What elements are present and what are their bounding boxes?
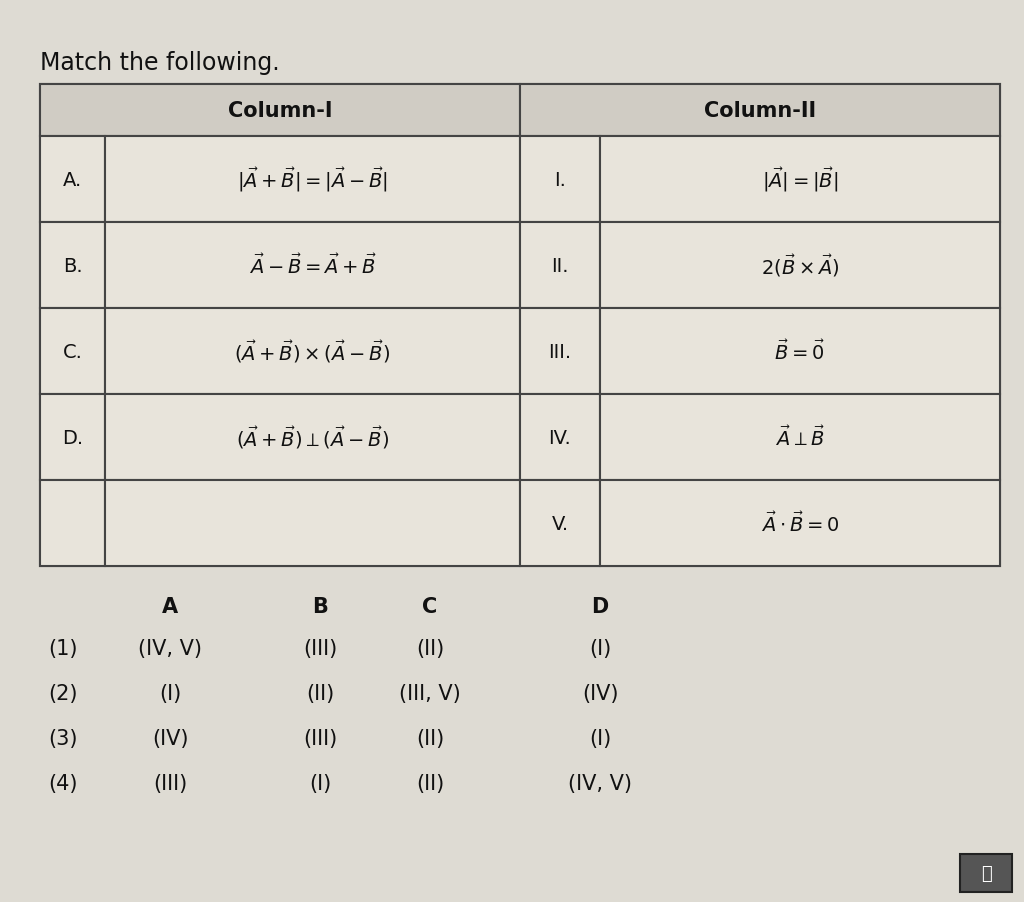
Bar xyxy=(520,394,600,481)
Bar xyxy=(40,481,105,566)
Text: (4): (4) xyxy=(48,773,78,793)
Text: II.: II. xyxy=(551,256,568,275)
Text: (I): (I) xyxy=(309,773,331,793)
Bar xyxy=(961,854,1012,892)
Text: A.: A. xyxy=(62,170,82,189)
Text: (III): (III) xyxy=(153,773,187,793)
Text: (III): (III) xyxy=(303,728,337,748)
Text: (I): (I) xyxy=(159,683,181,704)
Text: ⤢: ⤢ xyxy=(981,864,991,882)
Text: (IV, V): (IV, V) xyxy=(138,639,202,658)
Text: $\vec{A}\perp\vec{B}$: $\vec{A}\perp\vec{B}$ xyxy=(775,426,825,449)
Text: IV.: IV. xyxy=(549,428,571,447)
Text: V.: V. xyxy=(552,514,568,533)
Bar xyxy=(600,223,1000,308)
Text: I.: I. xyxy=(554,170,566,189)
Bar xyxy=(520,137,600,223)
Text: $|\vec{A}+\vec{B}|=|\vec{A}-\vec{B}|$: $|\vec{A}+\vec{B}|=|\vec{A}-\vec{B}|$ xyxy=(237,166,388,194)
Text: (II): (II) xyxy=(416,728,444,748)
Text: (I): (I) xyxy=(589,728,611,748)
Text: D.: D. xyxy=(61,428,83,447)
Text: $|\vec{A}|=|\vec{B}|$: $|\vec{A}|=|\vec{B}|$ xyxy=(762,166,839,194)
Bar xyxy=(105,137,520,223)
Bar xyxy=(40,85,1000,566)
Text: D: D xyxy=(592,596,608,616)
Bar xyxy=(40,223,105,308)
Text: (2): (2) xyxy=(48,683,78,704)
Bar xyxy=(40,394,105,481)
Text: (II): (II) xyxy=(416,639,444,658)
Text: $\vec{A}-\vec{B}=\vec{A}+\vec{B}$: $\vec{A}-\vec{B}=\vec{A}+\vec{B}$ xyxy=(249,253,377,278)
Text: (III): (III) xyxy=(303,639,337,658)
Text: B: B xyxy=(312,596,328,616)
Text: Column-I: Column-I xyxy=(227,101,332,121)
Text: (II): (II) xyxy=(416,773,444,793)
Text: (IV): (IV) xyxy=(582,683,618,704)
Bar xyxy=(520,308,600,394)
Text: (IV): (IV) xyxy=(152,728,188,748)
Text: C.: C. xyxy=(62,342,83,361)
Bar xyxy=(600,308,1000,394)
Bar xyxy=(40,85,520,137)
Bar xyxy=(40,137,105,223)
Text: C: C xyxy=(422,596,437,616)
Text: A: A xyxy=(162,596,178,616)
Text: (I): (I) xyxy=(589,639,611,658)
Text: (II): (II) xyxy=(306,683,334,704)
Text: $\vec{B}=\vec{0}$: $\vec{B}=\vec{0}$ xyxy=(774,339,825,364)
Bar xyxy=(40,308,105,394)
Bar xyxy=(600,137,1000,223)
Bar xyxy=(105,481,520,566)
Text: III.: III. xyxy=(549,342,571,361)
Text: Match the following.: Match the following. xyxy=(40,51,280,75)
Bar xyxy=(520,481,600,566)
Text: $(\vec{A}+\vec{B})\times(\vec{A}-\vec{B})$: $(\vec{A}+\vec{B})\times(\vec{A}-\vec{B}… xyxy=(234,338,390,364)
Text: (III, V): (III, V) xyxy=(399,683,461,704)
Text: B.: B. xyxy=(62,256,82,275)
Bar xyxy=(105,308,520,394)
Bar xyxy=(520,223,600,308)
Bar xyxy=(600,481,1000,566)
Text: $(\vec{A}+\vec{B})\perp(\vec{A}-\vec{B})$: $(\vec{A}+\vec{B})\perp(\vec{A}-\vec{B})… xyxy=(236,425,389,451)
Bar xyxy=(600,394,1000,481)
Text: Column-II: Column-II xyxy=(703,101,816,121)
Bar xyxy=(105,223,520,308)
Text: (IV, V): (IV, V) xyxy=(568,773,632,793)
Text: (1): (1) xyxy=(48,639,78,658)
Bar xyxy=(105,394,520,481)
Bar xyxy=(520,85,1000,137)
Text: $\vec{A}\cdot\vec{B}=0$: $\vec{A}\cdot\vec{B}=0$ xyxy=(761,511,840,536)
Text: (3): (3) xyxy=(48,728,78,748)
Text: $2(\vec{B}\times\vec{A})$: $2(\vec{B}\times\vec{A})$ xyxy=(761,253,840,279)
